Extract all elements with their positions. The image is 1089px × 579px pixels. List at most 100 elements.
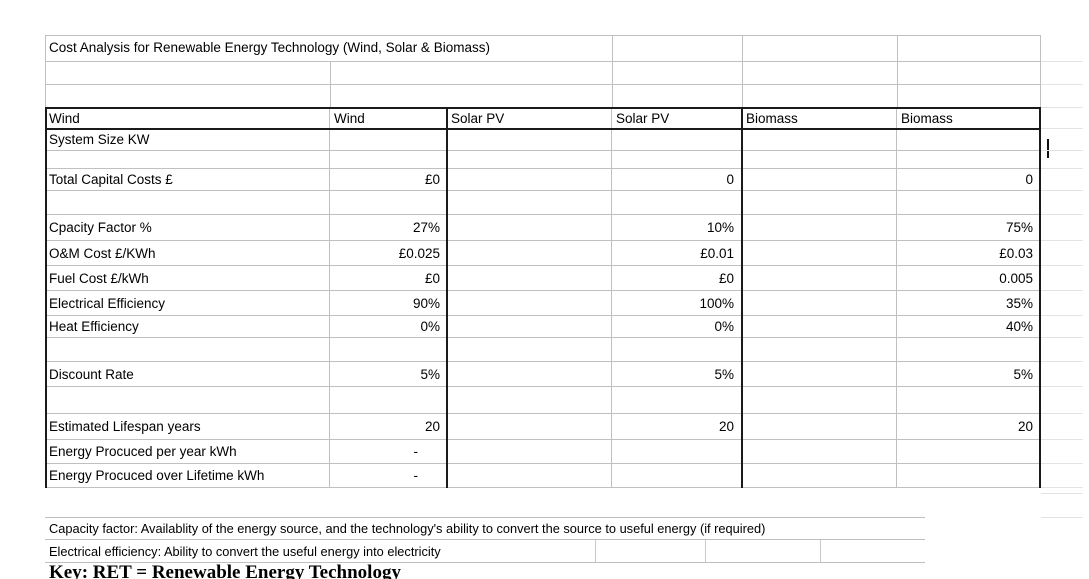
header-biomass-label[interactable]: Biomass [742,108,897,129]
cell-empty[interactable] [447,291,612,316]
cell-label[interactable]: Discount Rate [45,362,330,387]
footer-key-text[interactable]: Key: RET = Renewable Energy Technology [49,562,401,579]
cell-empty[interactable] [612,151,742,169]
cell-empty[interactable] [447,387,612,414]
cell-empty[interactable] [447,414,612,440]
cell-label[interactable]: O&M Cost £/KWh [45,241,330,266]
cell-empty[interactable] [742,191,897,215]
cell-empty[interactable] [742,266,897,291]
cell-biomass-value[interactable]: £0.03 [897,241,1040,266]
cell-empty[interactable] [742,316,897,338]
cell-empty[interactable] [742,440,897,464]
cell-empty[interactable] [897,191,1040,215]
note-electrical-efficiency[interactable]: Electrical efficiency: Ability to conver… [49,543,441,559]
sheet-title-cell[interactable]: Cost Analysis for Renewable Energy Techn… [49,40,490,55]
cell-solar-value[interactable] [612,464,742,488]
cell-solar-value[interactable]: 0 [612,169,742,191]
cell-biomass-value[interactable] [897,129,1040,151]
cell-label[interactable]: Total Capital Costs £ [45,169,330,191]
cell-empty[interactable] [45,151,330,169]
cell-empty[interactable] [447,316,612,338]
cell-wind-value[interactable]: 0% [330,316,447,338]
cell-biomass-value[interactable]: 0.005 [897,266,1040,291]
cell-biomass-value[interactable] [897,464,1040,488]
cell-wind-value[interactable]: £0 [330,266,447,291]
cell-label[interactable]: Cpacity Factor % [45,215,330,241]
cell-empty[interactable] [742,129,897,151]
cell-empty[interactable] [742,151,897,169]
cell-empty[interactable] [330,151,447,169]
cell-empty[interactable] [612,191,742,215]
cell-empty[interactable] [742,291,897,316]
cell-empty[interactable] [330,338,447,362]
cell-empty[interactable] [447,151,612,169]
cell-empty[interactable] [447,464,612,488]
cell-solar-value[interactable]: 100% [612,291,742,316]
cell-empty[interactable] [742,464,897,488]
header-biomass-value[interactable]: Biomass [897,108,1040,129]
cell-wind-value[interactable]: 90% [330,291,447,316]
cell-empty[interactable] [897,151,1040,169]
cell-label[interactable]: Fuel Cost £/kWh [45,266,330,291]
cell-empty[interactable] [45,338,330,362]
cell-wind-value[interactable]: - [330,440,447,464]
cell-empty[interactable] [742,338,897,362]
cell-empty[interactable] [742,362,897,387]
cell-biomass-value[interactable]: 5% [897,362,1040,387]
cell-biomass-value[interactable]: 0 [897,169,1040,191]
cell-wind-value[interactable]: 5% [330,362,447,387]
cell-empty[interactable] [45,191,330,215]
cell-empty[interactable] [897,387,1040,414]
cell-label[interactable]: System Size KW [45,129,330,151]
cell-empty[interactable] [447,338,612,362]
cell-biomass-value[interactable]: 75% [897,215,1040,241]
cell-biomass-value[interactable]: 20 [897,414,1040,440]
header-wind-label[interactable]: Wind [45,108,330,129]
cell-label[interactable]: Energy Procuced per year kWh [45,440,330,464]
cell-solar-value[interactable]: £0 [612,266,742,291]
cell-empty[interactable] [447,215,612,241]
cell-wind-value[interactable]: - [330,464,447,488]
cell-label[interactable]: Estimated Lifespan years [45,414,330,440]
cell-empty[interactable] [330,387,447,414]
cell-empty[interactable] [612,387,742,414]
cell-empty[interactable] [447,129,612,151]
cell-solar-value[interactable]: 10% [612,215,742,241]
cell-wind-value[interactable]: £0.025 [330,241,447,266]
cell-solar-value[interactable]: 5% [612,362,742,387]
cell-empty[interactable] [45,387,330,414]
cell-label[interactable]: Energy Procuced over Lifetime kWh [45,464,330,488]
cell-empty[interactable] [742,215,897,241]
cell-solar-value[interactable]: 0% [612,316,742,338]
header-wind-value[interactable]: Wind [330,108,447,129]
cell-empty[interactable] [447,169,612,191]
cell-empty[interactable] [742,169,897,191]
cell-empty[interactable] [742,387,897,414]
cell-label[interactable]: Electrical Efficiency [45,291,330,316]
cell-biomass-value[interactable]: 35% [897,291,1040,316]
cell-wind-value[interactable] [330,129,447,151]
cell-empty[interactable] [447,191,612,215]
cell-biomass-value[interactable] [897,440,1040,464]
cell-label[interactable]: Heat Efficiency [45,316,330,338]
cell-empty[interactable] [330,191,447,215]
cell-empty[interactable] [447,266,612,291]
cell-empty[interactable] [447,440,612,464]
cell-empty[interactable] [447,241,612,266]
cell-empty[interactable] [447,362,612,387]
cell-wind-value[interactable]: £0 [330,169,447,191]
cell-empty[interactable] [742,241,897,266]
cell-empty[interactable] [742,414,897,440]
header-solar-label[interactable]: Solar PV [447,108,612,129]
note-capacity-factor[interactable]: Capacity factor: Availablity of the ener… [45,518,925,540]
cell-empty[interactable] [897,338,1040,362]
cell-wind-value[interactable]: 20 [330,414,447,440]
header-solar-value[interactable]: Solar PV [612,108,742,129]
cell-solar-value[interactable] [612,129,742,151]
cell-solar-value[interactable]: 20 [612,414,742,440]
cell-solar-value[interactable]: £0.01 [612,241,742,266]
cell-empty[interactable] [612,338,742,362]
cell-solar-value[interactable] [612,440,742,464]
cell-wind-value[interactable]: 27% [330,215,447,241]
cell-biomass-value[interactable]: 40% [897,316,1040,338]
